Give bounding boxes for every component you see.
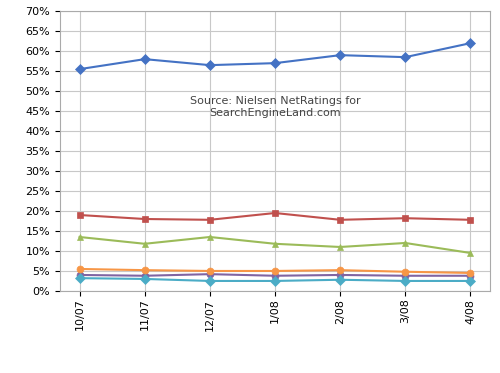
Microsoft: [468, 251, 473, 255]
Text: Source: Nielsen NetRatings for
SearchEngineLand.com: Source: Nielsen NetRatings for SearchEng…: [190, 96, 360, 118]
AOL: [142, 273, 148, 278]
Google: [337, 53, 343, 57]
Yahoo: [468, 217, 473, 222]
Line: Ask: Ask: [76, 275, 474, 285]
Others: [142, 268, 148, 272]
AOL: [76, 273, 82, 277]
Others: [76, 267, 82, 271]
AOL: [402, 273, 408, 278]
AOL: [468, 273, 473, 278]
Yahoo: [272, 211, 278, 215]
Microsoft: [337, 245, 343, 249]
Ask: [142, 277, 148, 281]
Microsoft: [272, 242, 278, 246]
Line: Others: Others: [76, 266, 474, 276]
Ask: [402, 279, 408, 283]
Line: Yahoo: Yahoo: [76, 210, 474, 223]
Google: [402, 55, 408, 59]
Others: [402, 270, 408, 274]
Yahoo: [142, 217, 148, 221]
Google: [468, 41, 473, 46]
Ask: [337, 278, 343, 282]
Microsoft: [76, 235, 82, 239]
Ask: [468, 279, 473, 283]
Others: [468, 271, 473, 275]
Line: Google: Google: [76, 40, 474, 73]
Yahoo: [207, 217, 213, 222]
Google: [272, 61, 278, 65]
Yahoo: [337, 217, 343, 222]
Ask: [207, 279, 213, 283]
Others: [207, 269, 213, 273]
AOL: [207, 272, 213, 276]
Google: [207, 63, 213, 68]
Microsoft: [402, 241, 408, 245]
Line: Microsoft: Microsoft: [76, 233, 474, 257]
Others: [337, 268, 343, 272]
Microsoft: [142, 242, 148, 246]
Ask: [272, 279, 278, 283]
Microsoft: [207, 235, 213, 239]
Yahoo: [402, 216, 408, 220]
AOL: [337, 273, 343, 277]
Others: [272, 269, 278, 273]
AOL: [272, 273, 278, 278]
Ask: [76, 276, 82, 280]
Google: [76, 67, 82, 71]
Yahoo: [76, 213, 82, 217]
Google: [142, 57, 148, 62]
Line: AOL: AOL: [76, 271, 474, 279]
